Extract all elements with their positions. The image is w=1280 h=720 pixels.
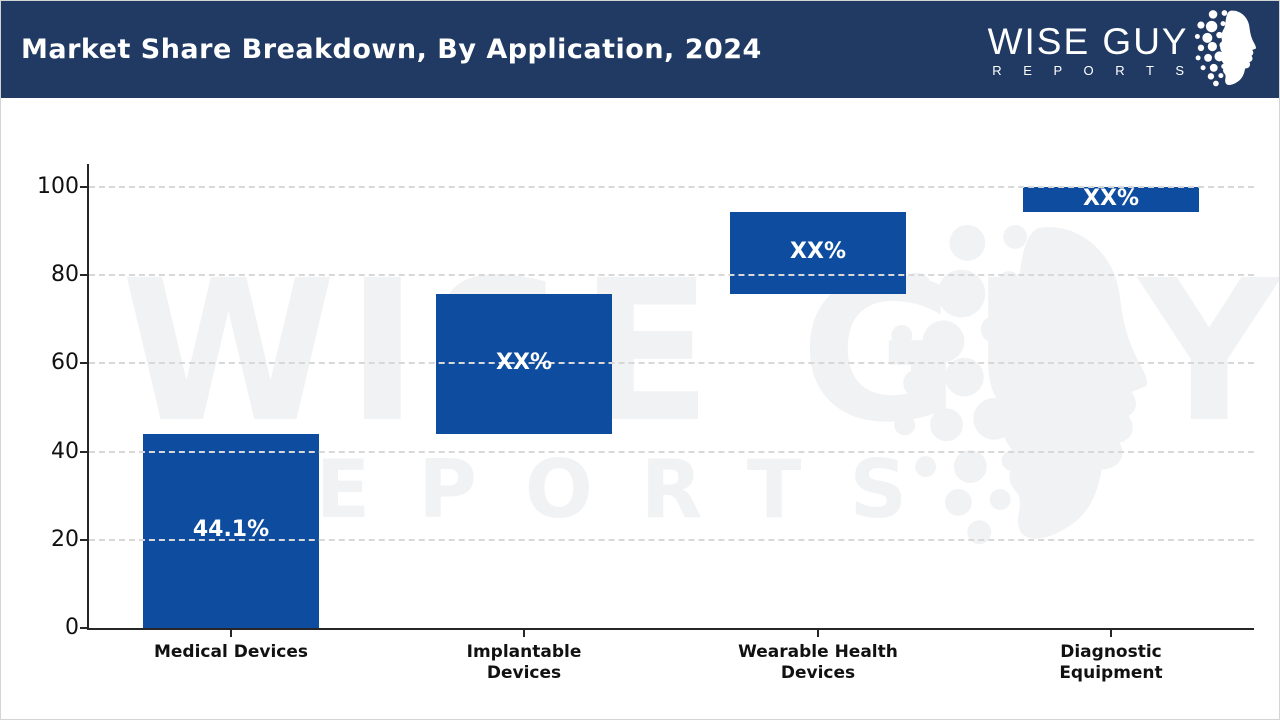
x-tick-mark	[817, 628, 819, 637]
gridline-y100	[89, 186, 1254, 188]
y-tick-mark	[80, 362, 89, 365]
logo-brand-text: WISE GUY	[987, 20, 1189, 62]
x-category-label: Medical Devices	[153, 642, 308, 662]
y-tick-label: 60	[51, 350, 79, 376]
y-tick-mark	[80, 450, 89, 453]
bar-value-label: XX%	[790, 239, 846, 265]
logo-text: WISE GUY R E P O R T S	[983, 23, 1193, 77]
y-tick-mark	[80, 538, 89, 541]
y-tick-label: 100	[37, 174, 79, 199]
bar-value-label: XX%	[1083, 185, 1139, 211]
gridline-y20	[89, 538, 1254, 541]
y-tick-mark	[80, 627, 89, 629]
y-tick-mark	[80, 186, 89, 188]
x-tick-mark	[523, 628, 525, 637]
y-tick-label: 20	[51, 526, 79, 552]
bar-segment	[730, 212, 906, 295]
bar-value-label: XX%	[496, 349, 552, 375]
bar-value-label: 44.1%	[192, 516, 270, 542]
y-axis-line	[87, 164, 89, 628]
logo-face-icon	[1194, 9, 1256, 86]
gridline-y60	[89, 362, 1254, 365]
y-tick-label: 0	[65, 615, 79, 640]
y-tick-label: 40	[51, 438, 79, 464]
x-category-label: Wearable Health Devices	[738, 642, 898, 684]
watermark-face-icon	[891, 224, 1148, 545]
chart-plot-area: WISE GUY REPORTS 0 20 40 60 80 100 44.1% Medica…	[1, 98, 1279, 719]
header-bar: Market Share Breakdown, By Application, …	[1, 1, 1279, 98]
x-tick-mark	[230, 628, 232, 637]
gridline-y80	[89, 274, 1254, 277]
x-category-label: Diagnostic Equipment	[1059, 642, 1163, 684]
bar-segment	[1023, 187, 1199, 213]
x-category-label: Implantable Devices	[466, 642, 582, 684]
y-tick-mark	[80, 274, 89, 277]
x-axis-line	[87, 628, 1254, 630]
bar-segment	[143, 433, 319, 628]
logo-sub-text: R E P O R T S	[992, 62, 1193, 78]
x-tick-mark	[1110, 628, 1112, 637]
watermark-sub-text: REPORTS	[206, 443, 956, 536]
wise-guy-reports-logo: WISE GUY R E P O R T S	[983, 8, 1267, 92]
chart-title: Market Share Breakdown, By Application, …	[21, 34, 762, 65]
gridline-y40	[89, 450, 1254, 453]
y-tick-label: 80	[51, 262, 79, 288]
